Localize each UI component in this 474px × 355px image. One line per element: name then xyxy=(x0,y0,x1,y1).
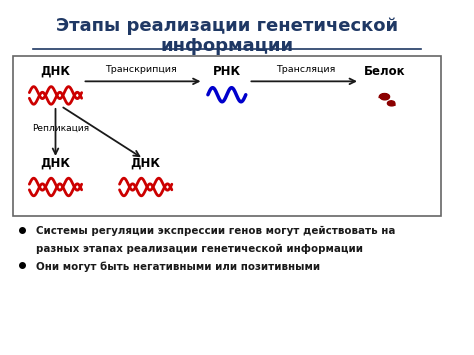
Text: информации: информации xyxy=(160,37,293,55)
Text: разных этапах реализации генетической информации: разных этапах реализации генетической ин… xyxy=(36,244,363,254)
Text: Транскрипция: Транскрипция xyxy=(105,65,177,74)
Text: Репликация: Репликация xyxy=(32,124,89,133)
Text: ДНК: ДНК xyxy=(40,157,71,169)
Text: ДНК: ДНК xyxy=(40,65,71,78)
Text: РНК: РНК xyxy=(213,65,241,78)
Text: Этапы реализации генетической: Этапы реализации генетической xyxy=(56,17,398,35)
Text: ДНК: ДНК xyxy=(131,157,161,169)
FancyBboxPatch shape xyxy=(13,56,441,216)
Text: Трансляция: Трансляция xyxy=(276,65,336,74)
Text: Белок: Белок xyxy=(364,65,405,78)
Text: Системы регуляции экспрессии генов могут действовать на: Системы регуляции экспрессии генов могут… xyxy=(36,226,395,236)
Text: Они могут быть негативными или позитивными: Они могут быть негативными или позитивны… xyxy=(36,261,320,272)
